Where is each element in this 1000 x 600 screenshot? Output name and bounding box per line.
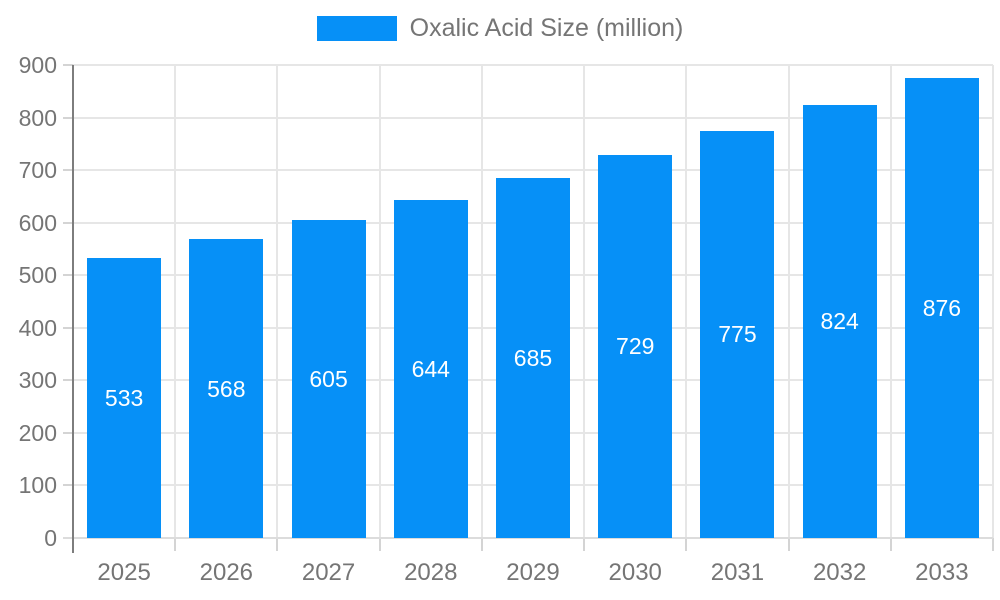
bar [802,104,877,538]
bar-value-label: 824 [820,308,859,335]
bar-value-label: 644 [411,355,450,382]
y-axis-label: 0 [44,525,57,551]
bar-value-label: 775 [718,321,757,348]
x-gridline [889,65,892,538]
x-axis-tick [685,538,688,551]
y-axis-tick [63,274,73,277]
x-axis-tick [992,538,994,551]
y-gridline [73,169,993,172]
chart-legend: Oxalic Acid Size (million) [0,14,1000,43]
legend-swatch [316,16,397,41]
x-gridline [276,65,279,538]
bar-value-label: 533 [104,384,144,411]
y-axis-line [72,65,74,553]
y-axis-tick [63,431,73,434]
x-axis-tick [276,538,279,551]
bar-value-label: 568 [207,375,246,402]
y-axis-tick [63,221,73,224]
x-gridline [174,65,177,538]
x-gridline [583,65,586,538]
x-axis-label: 2032 [812,559,867,586]
bar-value-label: 729 [616,333,655,360]
bar [700,130,775,538]
legend-item[interactable]: Oxalic Acid Size (million) [316,14,684,43]
x-axis-tick [583,538,586,551]
x-axis-tick [889,538,892,551]
x-gridline [787,65,790,538]
x-axis-label: 2031 [710,559,765,586]
x-gridline [480,65,483,538]
y-axis-label: 500 [18,262,57,289]
bar [496,177,570,538]
x-axis-label: 2028 [404,559,458,586]
bar [904,77,979,538]
y-gridline [73,116,993,119]
bar [393,199,468,538]
bar [291,220,366,538]
x-gridline [685,65,688,538]
x-axis-label: 2025 [97,559,151,586]
x-axis-tick [378,538,381,551]
x-axis-label: 2026 [199,559,254,586]
y-axis-tick [63,326,73,329]
x-axis-label: 2030 [608,559,662,586]
y-axis-label: 600 [18,209,57,236]
y-axis-label: 900 [18,52,57,78]
x-axis-label: 2029 [506,559,560,586]
x-axis-tick [174,538,177,551]
y-axis-label: 400 [18,314,57,341]
x-axis-label: 2027 [301,559,356,586]
x-axis-tick [787,538,790,551]
y-axis-tick [63,169,73,172]
y-axis-label: 200 [18,419,57,446]
x-axis-line [63,537,993,539]
x-axis-tick [480,538,483,551]
x-axis-label: 2033 [915,559,969,586]
y-axis-label: 700 [18,157,57,184]
bar-value-label: 876 [922,294,962,321]
y-axis-tick [63,484,73,487]
legend-label: Oxalic Acid Size (million) [409,14,684,42]
y-axis-label: 100 [18,472,57,499]
bar [598,154,673,538]
y-gridline [73,64,993,66]
y-axis-tick [63,379,73,382]
bar [87,257,162,538]
x-gridline [378,65,381,538]
y-axis-label: 300 [18,367,57,394]
bar-value-label: 605 [309,366,348,393]
bar [189,239,264,538]
y-axis-label: 800 [18,104,57,131]
x-gridline [992,65,994,538]
y-axis-tick [63,64,73,66]
y-axis-tick [63,116,73,119]
bar-value-label: 685 [513,344,553,371]
